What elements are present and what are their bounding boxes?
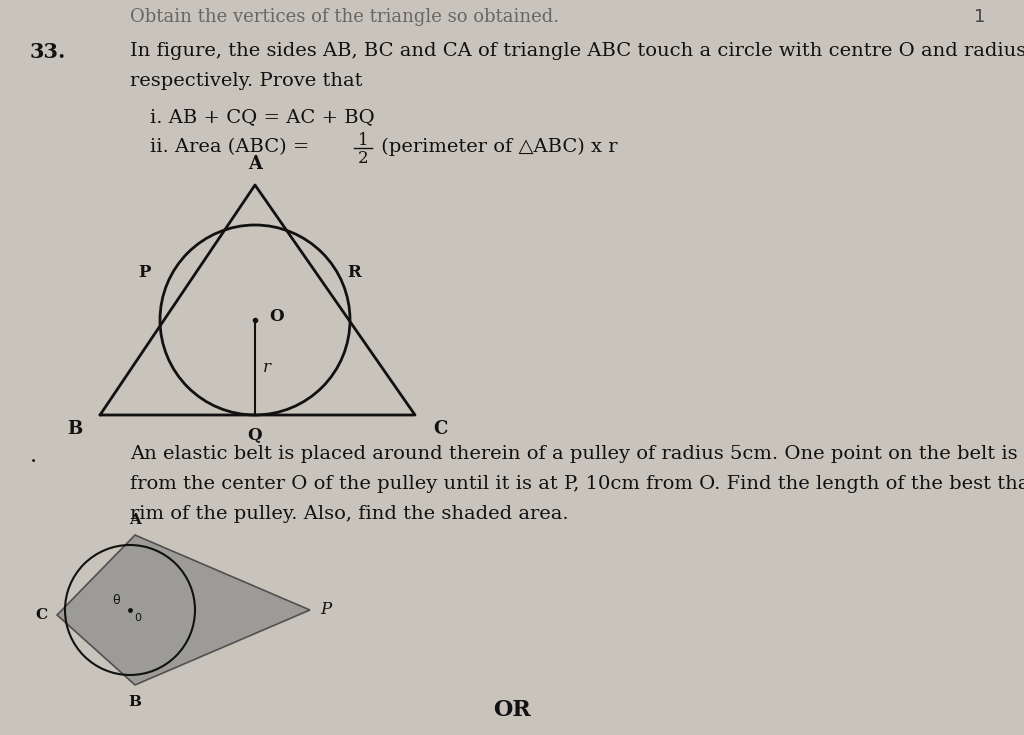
Polygon shape [57,535,310,685]
Text: r: r [263,359,271,376]
Text: 33.: 33. [30,42,67,62]
Text: B: B [128,695,141,709]
Text: Q: Q [248,427,262,444]
Text: 2: 2 [357,150,369,167]
Text: from the center O of the pulley until it is at P, 10cm from O. Find the length o: from the center O of the pulley until it… [130,475,1024,493]
Text: 1: 1 [357,132,369,149]
Text: ii. Area (ABC) =: ii. Area (ABC) = [150,138,315,156]
Text: Obtain the vertices of the triangle so obtained.: Obtain the vertices of the triangle so o… [130,8,559,26]
Text: i. AB + CQ = AC + BQ: i. AB + CQ = AC + BQ [150,108,375,126]
Text: 0: 0 [134,613,141,623]
Text: θ: θ [113,593,120,606]
Text: O: O [269,307,284,324]
Text: rim of the pulley. Also, find the shaded area.: rim of the pulley. Also, find the shaded… [130,505,568,523]
Text: OR: OR [494,699,530,721]
Text: A: A [248,155,262,173]
Text: B: B [67,420,82,438]
Text: 1: 1 [974,8,985,26]
Text: A: A [129,513,141,527]
Text: P: P [138,264,151,281]
Text: .: . [30,445,37,467]
Text: R: R [347,264,361,281]
Text: An elastic belt is placed around therein of a pulley of radius 5cm. One point on: An elastic belt is placed around therein… [130,445,1024,463]
Text: P: P [319,601,331,618]
Text: C: C [433,420,447,438]
Text: respectively. Prove that: respectively. Prove that [130,72,362,90]
Text: In figure, the sides AB, BC and CA of triangle ABC touch a circle with centre O : In figure, the sides AB, BC and CA of tr… [130,42,1024,60]
Text: (perimeter of △ABC) x r: (perimeter of △ABC) x r [375,138,617,157]
Text: C: C [35,608,47,622]
